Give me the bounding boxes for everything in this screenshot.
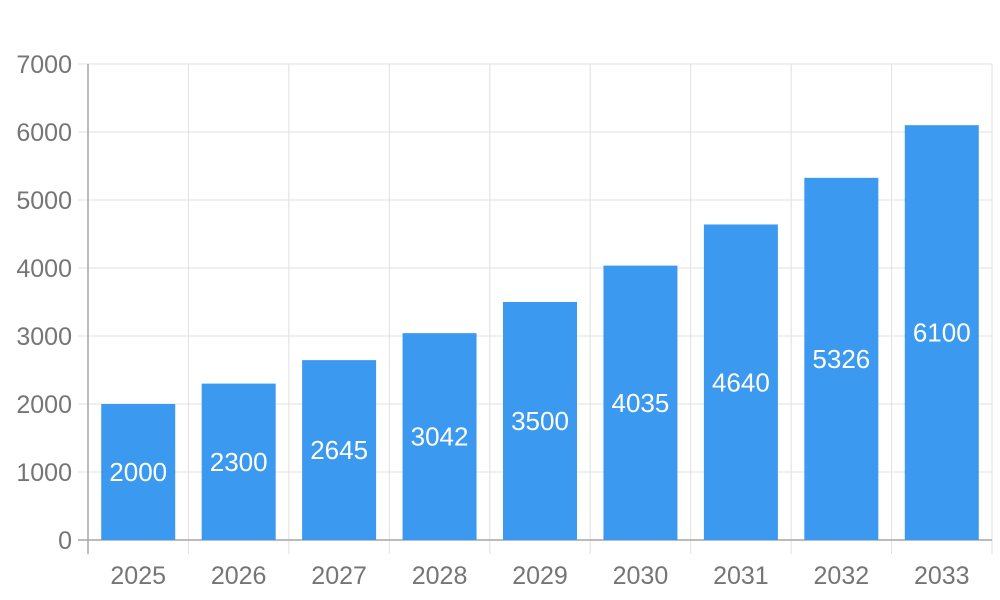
x-tick-label: 2027 bbox=[311, 562, 367, 590]
x-tick-label: 2030 bbox=[613, 562, 669, 590]
bar-value-label: 6100 bbox=[913, 318, 971, 348]
bar bbox=[904, 125, 979, 540]
bar bbox=[804, 177, 879, 540]
x-tick-label: 2032 bbox=[814, 562, 870, 590]
y-tick-label: 5000 bbox=[16, 187, 72, 215]
x-tick-label: 2025 bbox=[110, 562, 166, 590]
bar-value-label: 4640 bbox=[712, 367, 770, 397]
bar-value-label: 4035 bbox=[612, 388, 670, 418]
y-tick-label: 2000 bbox=[16, 391, 72, 419]
y-tick-label: 7000 bbox=[16, 51, 72, 79]
y-tick-label: 0 bbox=[58, 527, 72, 555]
bar-value-label: 2645 bbox=[310, 435, 368, 465]
y-tick-label: 3000 bbox=[16, 323, 72, 351]
x-tick-label: 2029 bbox=[512, 562, 568, 590]
bar-value-label: 2000 bbox=[109, 457, 167, 487]
x-tick-label: 2026 bbox=[211, 562, 267, 590]
y-tick-label: 4000 bbox=[16, 255, 72, 283]
bar bbox=[603, 265, 678, 540]
bar bbox=[703, 224, 778, 541]
bar bbox=[503, 302, 577, 540]
x-tick-label: 2028 bbox=[412, 562, 468, 590]
y-tick-label: 1000 bbox=[16, 459, 72, 487]
bar bbox=[201, 383, 276, 540]
bar bbox=[101, 404, 176, 540]
bar-value-label: 3042 bbox=[411, 422, 469, 452]
bar bbox=[302, 360, 377, 540]
bar-value-label: 5326 bbox=[812, 344, 870, 374]
bar-value-label: 2300 bbox=[210, 447, 268, 477]
x-tick-label: 2031 bbox=[713, 562, 769, 590]
bar bbox=[402, 333, 477, 540]
bar-value-label: 3500 bbox=[511, 406, 569, 436]
x-tick-label: 2033 bbox=[914, 562, 970, 590]
y-tick-label: 6000 bbox=[16, 119, 72, 147]
